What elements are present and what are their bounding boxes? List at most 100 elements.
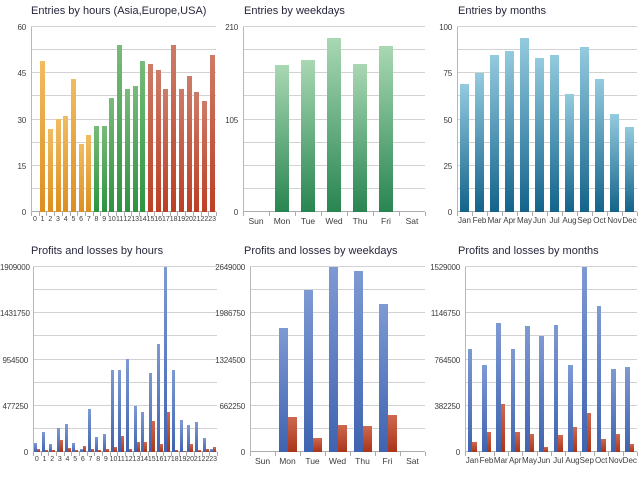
x-axis-label: 16 xyxy=(154,216,163,223)
x-axis-tick xyxy=(487,212,488,216)
x-axis-label: Fri xyxy=(381,216,391,226)
x-axis-tick xyxy=(522,452,523,456)
gridline xyxy=(250,404,425,406)
x-axis-label: 10 xyxy=(107,216,116,223)
chart-title: Profits and losses by hours xyxy=(31,245,164,257)
bar-loss-5 xyxy=(75,450,79,452)
chart-entries-by-months: Entries by months Jan Feb Mar Apr May Jun Jul A… xyxy=(427,0,640,240)
x-axis-label: Mar xyxy=(493,456,508,465)
bar-entries-16 xyxy=(155,70,161,212)
bar-entries-10 xyxy=(109,98,115,212)
gridline xyxy=(33,381,217,383)
x-axis-tick xyxy=(125,452,126,456)
y-axis-label: 1431750 xyxy=(0,309,30,319)
x-axis-label: 3 xyxy=(57,456,62,463)
bar-profit-12 xyxy=(125,359,129,452)
x-axis-tick xyxy=(269,212,270,216)
x-axis-label: 22 xyxy=(200,216,209,223)
x-axis-label: 11 xyxy=(117,456,125,463)
bar-profit-6 xyxy=(79,449,83,452)
bar-profit-5 xyxy=(72,443,76,452)
gridline xyxy=(465,427,637,429)
bar-loss-11 xyxy=(121,436,125,452)
bar-loss-21 xyxy=(197,450,201,452)
x-axis-tick xyxy=(70,212,71,216)
x-axis-tick xyxy=(592,212,593,216)
x-axis-tick xyxy=(116,212,117,216)
x-axis-tick xyxy=(400,452,401,456)
x-axis-label: 4 xyxy=(63,216,68,223)
x-axis-tick xyxy=(163,452,164,456)
bar-loss-10 xyxy=(113,447,117,452)
bar-loss-0 xyxy=(36,449,40,452)
gridline xyxy=(33,266,217,267)
y-axis-line xyxy=(457,27,458,216)
bar-loss-16 xyxy=(159,444,163,452)
x-axis-label: Jan xyxy=(465,456,479,465)
bar-entries-18 xyxy=(171,45,177,212)
x-axis-tick xyxy=(399,212,400,216)
x-axis-tick xyxy=(532,212,533,216)
x-axis-tick xyxy=(85,212,86,216)
bar-loss-Wed xyxy=(337,425,347,452)
x-axis-label: 16 xyxy=(155,456,164,463)
bar-entries-8 xyxy=(94,126,99,212)
bar-loss-Aug xyxy=(572,427,577,452)
bar-entries-2 xyxy=(47,129,53,212)
bar-entries-5 xyxy=(70,79,76,212)
x-axis-tick xyxy=(502,212,503,216)
bar-loss-15 xyxy=(151,421,155,452)
bar-entries-6 xyxy=(78,144,84,212)
chart-plot-area: 0 1 2 3 4 5 6 7 8 9 10 11 12 13 14 15 16 17 18 19 20 21 22 23 xyxy=(33,266,218,463)
x-axis-tick xyxy=(64,452,65,456)
x-axis-tick xyxy=(209,452,210,456)
gridline xyxy=(243,26,425,27)
x-axis-tick xyxy=(347,212,348,216)
x-axis-tick xyxy=(580,452,581,456)
x-axis-label: 18 xyxy=(169,216,178,223)
bar-loss-2 xyxy=(52,450,56,452)
bar-loss-22 xyxy=(205,449,209,452)
x-axis-label: 23 xyxy=(209,456,218,463)
x-axis-tick xyxy=(494,452,495,456)
bar-profit-Tue xyxy=(303,290,313,452)
bar-profit-Feb xyxy=(482,365,487,452)
x-axis-tick xyxy=(48,452,49,456)
x-axis-tick xyxy=(177,212,178,216)
x-axis-label: 12 xyxy=(124,456,133,463)
gridline xyxy=(457,164,637,166)
bar-profit-17 xyxy=(164,267,168,452)
gridline xyxy=(33,404,217,406)
x-axis-label: 8 xyxy=(96,456,101,463)
x-axis-tick xyxy=(562,212,563,216)
bar-entries-Dec xyxy=(625,127,634,212)
bar-loss-Jan xyxy=(472,442,477,452)
y-axis-label: 105 xyxy=(225,115,238,125)
x-axis-label: 19 xyxy=(178,456,187,463)
bar-entries-Nov xyxy=(610,114,619,212)
x-axis-label: Tue xyxy=(300,216,316,226)
x-axis-label: 18 xyxy=(170,456,179,463)
bar-loss-17 xyxy=(167,412,171,452)
x-axis-label: 21 xyxy=(192,216,201,223)
x-axis-label: May xyxy=(516,216,533,225)
y-axis-label: 764500 xyxy=(434,355,461,365)
gridline xyxy=(31,95,216,97)
y-axis-label: 45 xyxy=(17,69,27,79)
y-axis-label: 1324500 xyxy=(215,355,245,365)
gridline xyxy=(31,118,216,120)
bar-entries-Oct xyxy=(595,79,604,212)
x-axis-tick xyxy=(39,212,40,216)
x-axis-tick xyxy=(140,452,141,456)
y-axis-label: 75 xyxy=(443,69,453,79)
x-axis-label: 5 xyxy=(73,456,78,463)
x-axis-tick xyxy=(517,212,518,216)
bar-loss-1 xyxy=(44,450,48,452)
y-axis-label: 0 xyxy=(240,448,245,457)
bar-loss-7 xyxy=(90,449,94,452)
bar-profit-23 xyxy=(210,449,214,452)
x-axis-tick xyxy=(608,452,609,456)
x-axis-label: 12 xyxy=(123,216,132,223)
bar-profit-Sep xyxy=(582,267,587,452)
